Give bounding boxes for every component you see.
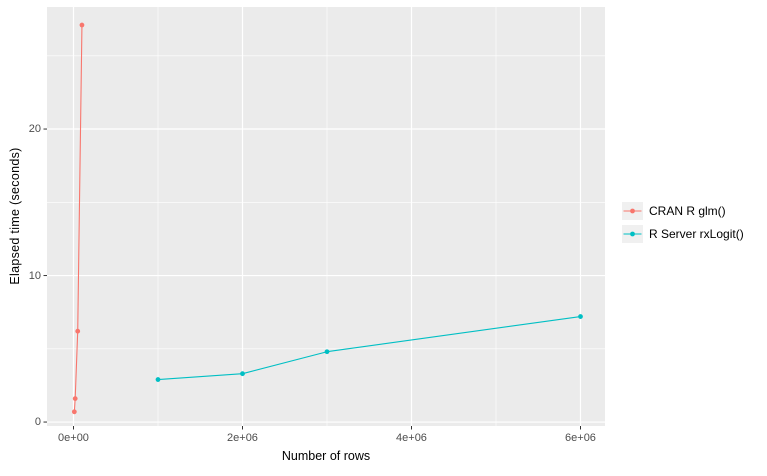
legend-point-sample-icon [630,231,635,237]
x-axis-tick-label: 6e+06 [565,432,596,444]
legend-label-glm: CRAN R glm() [649,204,726,218]
legend-point-sample-icon [630,208,635,214]
series-point-1 [578,314,583,319]
legend-key-glm [622,202,643,220]
panel-background [47,7,605,426]
series-point-1 [324,349,330,355]
series-point-0 [72,396,78,401]
y-axis-tick-label: 0 [34,416,41,429]
series-point-0 [75,328,81,334]
y-axis-tick-label: 10 [28,269,41,282]
x-axis-tick-label: 0e+00 [58,432,89,444]
legend-label-rxlogit: R Server rxLogit() [649,227,744,241]
series-point-1 [240,371,245,377]
legend-item-glm: CRAN R glm() [622,202,744,220]
legend-key-rxlogit [622,225,643,243]
series-point-1 [155,377,161,382]
legend-item-rxlogit: R Server rxLogit() [622,225,744,243]
series-line-0 [73,25,83,412]
y-axis-tick-label: 20 [28,123,41,136]
x-axis-tick-label: 4e+06 [396,432,427,444]
y-axis-title: Elapsed time (seconds) [8,147,22,285]
x-axis-title: Number of rows [281,449,371,463]
series-point-0 [71,409,77,415]
series-point-0 [79,22,85,28]
legend: CRAN R glm() R Server rxLogit() [622,202,744,248]
series-line-1 [157,316,581,381]
x-axis-tick-label: 2e+06 [227,432,258,444]
